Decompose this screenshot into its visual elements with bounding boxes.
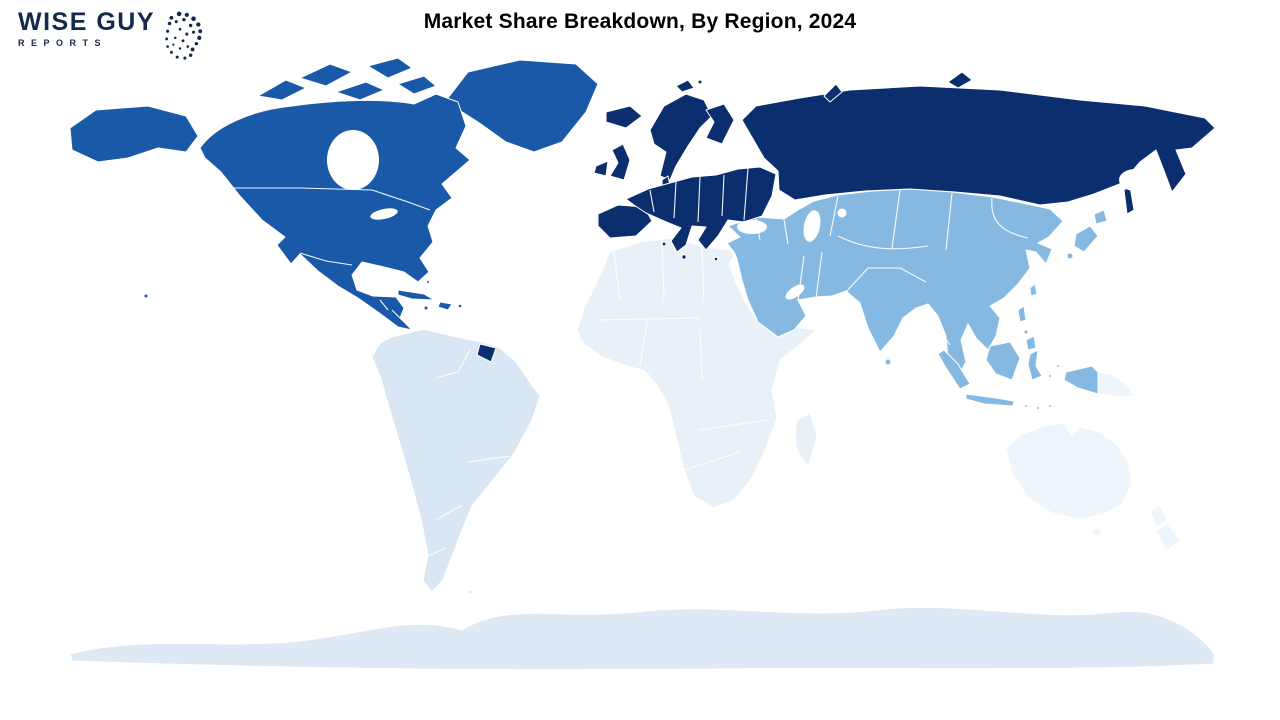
hispaniola [437, 301, 453, 311]
java [965, 393, 1015, 407]
great-lakes [370, 208, 398, 220]
australia[interactable] [1005, 422, 1133, 520]
aral-sea [837, 208, 847, 218]
country-borders [206, 167, 1029, 557]
island-dot [697, 79, 703, 85]
sulawesi [1027, 349, 1043, 381]
region-europe[interactable] [476, 71, 1216, 363]
arctic-island [257, 79, 307, 101]
region-africa[interactable] [576, 237, 818, 509]
europe-mainland[interactable] [625, 166, 777, 253]
iberia[interactable] [597, 204, 653, 239]
island-dot [1048, 404, 1052, 408]
island-dot [1036, 406, 1040, 410]
region-oceania[interactable] [1005, 371, 1181, 552]
hawaii [143, 293, 149, 299]
new-guinea-east[interactable] [1097, 371, 1135, 397]
arctic-island [947, 71, 973, 89]
sumatra [937, 349, 971, 390]
new-zealand-north[interactable] [1149, 504, 1168, 528]
finland [705, 103, 735, 145]
island-dot [713, 256, 719, 262]
novaya-zemlya [823, 83, 843, 103]
island-dot [1056, 364, 1060, 368]
logo-subtitle: REPORTS [18, 38, 108, 48]
region-south-america[interactable] [371, 328, 541, 595]
taiwan [1029, 283, 1038, 297]
region-north-america[interactable] [69, 57, 599, 331]
greenland[interactable] [447, 59, 599, 153]
island-dot [1048, 374, 1052, 378]
japan-kyushu [1066, 252, 1074, 260]
antarctica[interactable] [69, 606, 1215, 671]
french-guiana[interactable] [476, 343, 497, 363]
wise-guy-reports-logo: WISE GUY REPORTS [18, 10, 206, 62]
island-dot [681, 254, 687, 260]
region-antarctica[interactable] [69, 606, 1215, 671]
water-cutouts [327, 130, 1151, 300]
tasmania [1092, 527, 1102, 537]
madagascar[interactable] [794, 412, 818, 468]
logo-wordmark: WISE GUY [18, 8, 156, 36]
russia[interactable] [741, 85, 1216, 206]
ireland [593, 160, 609, 177]
svalbard [675, 79, 695, 93]
cuba [397, 289, 435, 301]
philippines-luzon [1017, 305, 1027, 323]
hudson-bay [327, 130, 379, 190]
north-america-mainland[interactable] [199, 93, 471, 331]
island-dot [423, 305, 429, 311]
philippines-mindanao [1025, 335, 1037, 351]
africa-mainland[interactable] [576, 237, 817, 509]
scandinavia[interactable] [649, 93, 713, 181]
new-zealand-south[interactable] [1155, 523, 1181, 552]
japan-hokkaido[interactable] [1093, 209, 1108, 225]
sri-lanka [884, 358, 892, 366]
arctic-island [299, 63, 353, 87]
island-dot [1023, 329, 1029, 335]
arctic-island [367, 57, 413, 79]
chart-title: Market Share Breakdown, By Region, 2024 [423, 10, 857, 33]
caspian-sea [803, 210, 821, 242]
logo-dot-head-icon [165, 11, 203, 60]
japan-honshu[interactable] [1073, 225, 1099, 253]
arctic-island [335, 81, 385, 101]
great-britain[interactable] [609, 143, 631, 181]
arctic-island [397, 75, 437, 95]
island-dot [426, 280, 430, 284]
island-dot [1024, 404, 1028, 408]
alaska[interactable] [69, 105, 199, 163]
island-dot [457, 303, 463, 309]
black-sea [737, 220, 767, 234]
sea-of-okhotsk [1119, 169, 1151, 191]
new-guinea-west[interactable] [1063, 365, 1099, 395]
iceland[interactable] [605, 105, 643, 129]
island-dot [467, 589, 473, 595]
borneo [985, 341, 1021, 381]
south-america-mainland[interactable] [371, 328, 541, 593]
